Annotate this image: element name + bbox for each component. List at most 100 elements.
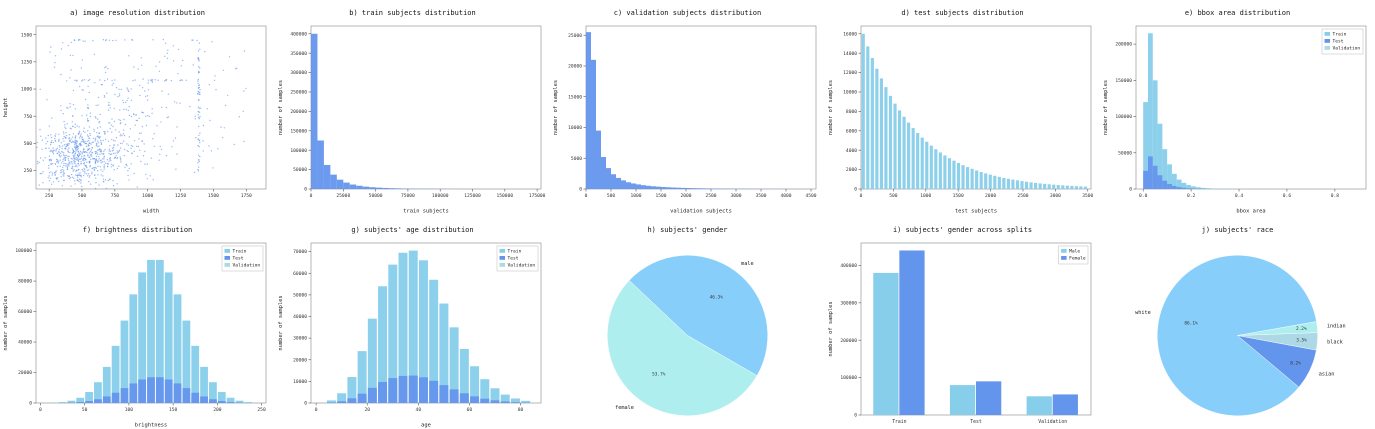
- svg-text:age: age: [421, 423, 431, 429]
- svg-text:50000: 50000: [369, 193, 383, 199]
- svg-text:Test: Test: [233, 256, 244, 262]
- legend-swatch-validation: [224, 263, 230, 267]
- svg-text:1000: 1000: [142, 193, 153, 199]
- svg-text:3.5%: 3.5%: [1296, 338, 1307, 344]
- svg-text:2500: 2500: [705, 193, 716, 199]
- svg-text:200000: 200000: [290, 109, 307, 115]
- svg-text:30000: 30000: [293, 336, 307, 342]
- svg-text:80000: 80000: [18, 279, 32, 285]
- bars-validation: [326, 389, 531, 403]
- svg-text:Validation: Validation: [233, 263, 261, 269]
- svg-text:indian: indian: [1327, 324, 1346, 330]
- svg-text:25000: 25000: [568, 33, 582, 39]
- svg-text:100000: 100000: [432, 193, 449, 199]
- svg-text:400000: 400000: [840, 263, 857, 269]
- legend-swatch-test: [1324, 39, 1330, 43]
- legend-swatch-train: [224, 249, 230, 253]
- test-subjects-hist-canvas: 0 500 1000 1500 2000 2500 3000 3500 0 2000 4000 600…: [828, 25, 1094, 215]
- svg-text:150000: 150000: [1115, 78, 1132, 84]
- chart-title-a: a) image resolution distribution: [70, 9, 205, 17]
- chart-title-j: j) subjects' race: [1201, 226, 1274, 234]
- bars-train: [40, 259, 262, 403]
- bars-test: [40, 377, 262, 403]
- chart-row-2: f) brightness distribution 0 50 100 150 200 2…: [0, 215, 1375, 429]
- svg-text:width: width: [143, 209, 159, 215]
- svg-text:0.4: 0.4: [1235, 193, 1244, 199]
- svg-text:3000: 3000: [1050, 193, 1061, 199]
- svg-text:0: 0: [585, 193, 588, 199]
- brightness-hist-canvas: 0 50 100 150 200 250 0 20000 40000 60000 80000 1000…: [3, 242, 267, 429]
- svg-text:15000: 15000: [568, 94, 582, 100]
- svg-text:100000: 100000: [840, 375, 857, 381]
- svg-text:250000: 250000: [290, 90, 307, 96]
- legend-swatch-validation: [499, 263, 505, 267]
- legend-swatch-male: [1061, 249, 1067, 253]
- gender-splits-bar-canvas: 0 100000 200000 300000 400000 number of sampl…: [828, 242, 1092, 425]
- chart-age: g) subjects' age distribution 0 20 40 60 80 0…: [275, 215, 550, 429]
- svg-text:2000: 2000: [680, 193, 691, 199]
- svg-text:53.7%: 53.7%: [652, 372, 666, 378]
- bar-validation-male: [1026, 396, 1052, 415]
- chart-title-d: d) test subjects distribution: [901, 9, 1024, 17]
- svg-text:86.1%: 86.1%: [1184, 321, 1198, 327]
- svg-text:2000: 2000: [846, 167, 857, 173]
- pie-slice-male: [628, 255, 768, 376]
- svg-text:300000: 300000: [290, 70, 307, 76]
- svg-text:100: 100: [125, 407, 134, 413]
- svg-text:0: 0: [854, 187, 857, 193]
- svg-text:brightness: brightness: [135, 423, 167, 429]
- bars-test: [1143, 156, 1244, 189]
- svg-text:500: 500: [24, 141, 33, 147]
- validation-subjects-hist-canvas: 0 500 1000 1500 2000 2500 3000 3500 4000 4500 0 500…: [553, 25, 817, 215]
- svg-text:8.2%: 8.2%: [1290, 360, 1301, 366]
- bar-test-female: [976, 381, 1002, 415]
- svg-text:validation subjects: validation subjects: [670, 209, 732, 215]
- chart-title-i: i) subjects' gender across splits: [892, 226, 1033, 234]
- svg-text:1500: 1500: [21, 32, 32, 38]
- svg-text:male: male: [741, 261, 754, 267]
- chart-title-c: c) validation subjects distribution: [613, 9, 762, 17]
- chart-row-1: a) image resolution distribution 250 500 7…: [3, 0, 1375, 215]
- svg-text:50000: 50000: [293, 167, 307, 173]
- svg-text:350000: 350000: [290, 51, 307, 57]
- svg-text:500: 500: [607, 193, 616, 199]
- bars-test: [326, 375, 531, 403]
- bar-validation-female: [1052, 394, 1078, 415]
- svg-text:3500: 3500: [1082, 193, 1093, 199]
- svg-text:4500: 4500: [805, 193, 816, 199]
- svg-text:175000: 175000: [529, 193, 546, 199]
- legend-swatch-test: [224, 256, 230, 260]
- svg-text:1500: 1500: [655, 193, 666, 199]
- svg-text:0: 0: [310, 193, 313, 199]
- pie-slice-indian: [1237, 321, 1318, 336]
- svg-text:200000: 200000: [840, 338, 857, 344]
- svg-text:Validation: Validation: [1038, 419, 1067, 425]
- svg-text:0: 0: [304, 401, 307, 407]
- svg-text:12000: 12000: [843, 70, 857, 76]
- svg-text:height: height: [3, 98, 9, 117]
- svg-text:Validation: Validation: [1333, 46, 1361, 52]
- chart-title-h: h) subjects' gender: [647, 226, 728, 234]
- scatter-points: [36, 38, 247, 190]
- bars-train: [1143, 33, 1283, 190]
- legend-swatch-train: [499, 249, 505, 253]
- svg-text:20000: 20000: [293, 357, 307, 363]
- svg-text:asian: asian: [1319, 371, 1335, 377]
- pie-slice-female: [607, 280, 758, 416]
- chart-bbox-area: e) bbox area distribution 0.0 0.2 0.4 0.6 0.…: [1100, 0, 1375, 215]
- svg-text:500: 500: [889, 193, 898, 199]
- svg-text:100000: 100000: [1115, 114, 1132, 120]
- svg-text:number of samples: number of samples: [278, 295, 284, 350]
- svg-text:number of samples: number of samples: [3, 295, 9, 350]
- svg-text:black: black: [1327, 340, 1343, 346]
- svg-text:50: 50: [82, 407, 88, 413]
- svg-text:2500: 2500: [1017, 193, 1028, 199]
- svg-text:60000: 60000: [293, 271, 307, 277]
- svg-text:50000: 50000: [1118, 150, 1132, 156]
- svg-text:1250: 1250: [175, 193, 186, 199]
- chart-title-f: f) brightness distribution: [82, 226, 193, 234]
- svg-text:0: 0: [39, 407, 42, 413]
- train-subjects-hist-canvas: 0 25000 50000 75000 100000 125000 150000 175000…: [278, 25, 546, 215]
- svg-text:4000: 4000: [780, 193, 791, 199]
